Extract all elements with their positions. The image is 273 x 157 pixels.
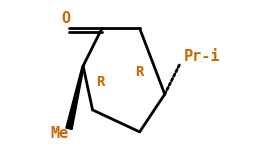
- Text: Pr-i: Pr-i: [184, 49, 220, 64]
- Text: O: O: [61, 11, 70, 26]
- Polygon shape: [66, 66, 84, 129]
- Text: R: R: [135, 65, 144, 79]
- Text: R: R: [96, 75, 105, 89]
- Text: Me: Me: [51, 126, 69, 141]
